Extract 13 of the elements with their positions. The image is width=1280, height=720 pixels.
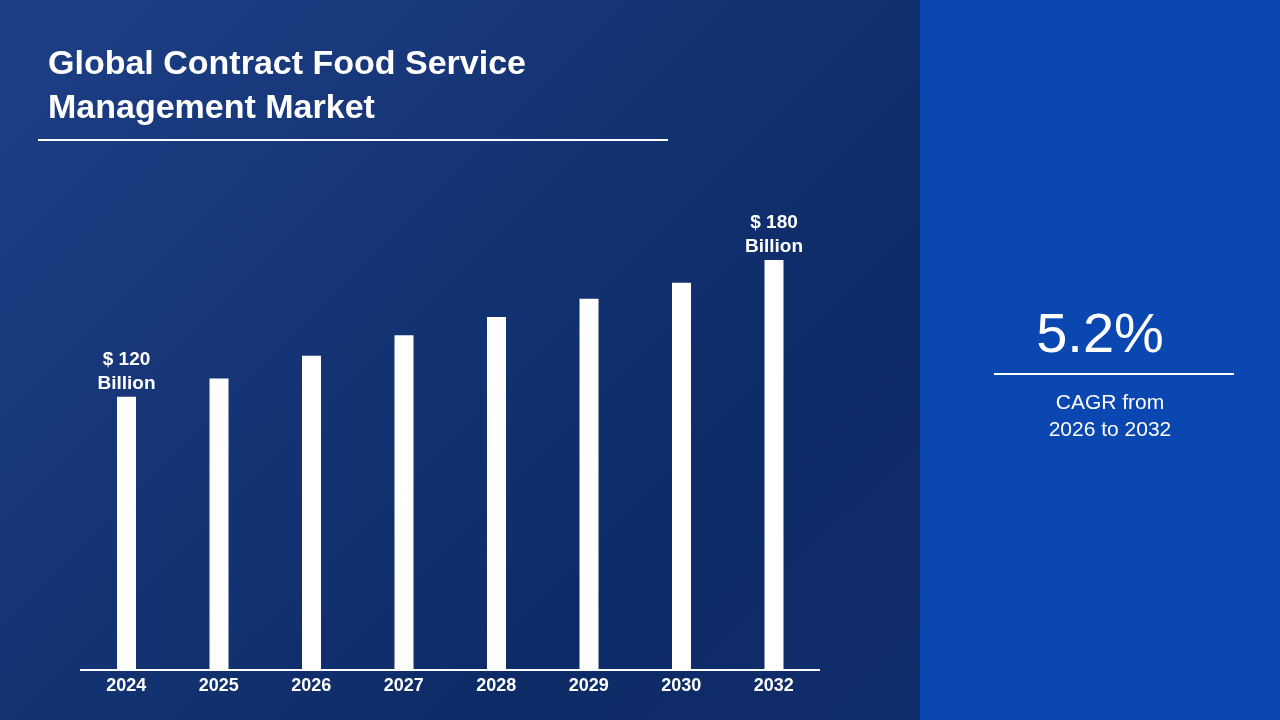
x-tick-label: 2032: [753, 674, 794, 695]
data-label: $ 120 Billion: [97, 347, 156, 393]
chart-title: Global Contract Food Service Management Market: [48, 42, 527, 127]
x-tick-label: 2027: [383, 674, 424, 695]
x-tick-label: 2024: [106, 674, 147, 695]
x-tick-label: 2025: [198, 674, 239, 695]
x-tick-label: 2030: [661, 674, 702, 695]
text: 5.2%: [1035, 300, 1165, 365]
x-tick-label: 2026: [291, 674, 332, 695]
data-label: $ 180 Billion: [744, 211, 804, 256]
x-tick-label: 2028: [476, 674, 517, 695]
text: CAGR from 2026 to 2032: [1047, 389, 1173, 442]
x-tick-label: 2029: [568, 674, 609, 695]
